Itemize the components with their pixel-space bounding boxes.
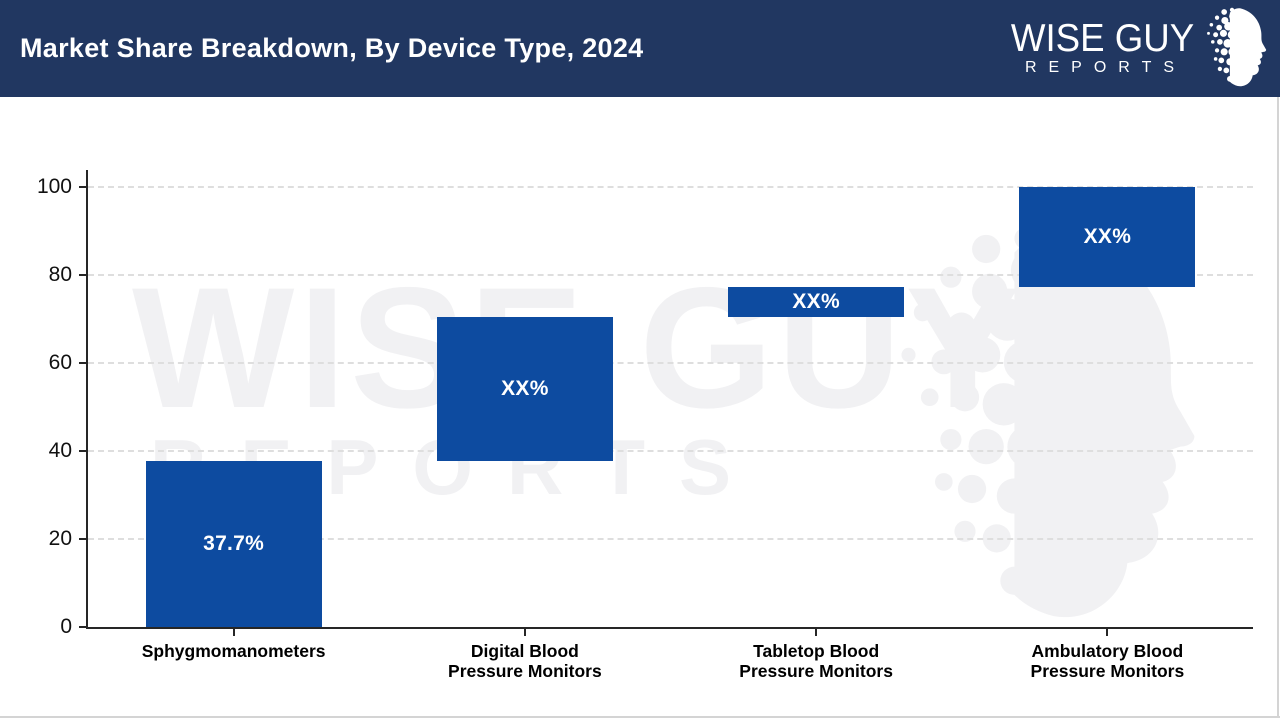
bar-2: XX% (436, 316, 613, 462)
gridline-y100 (88, 186, 1253, 188)
x-category-line: Tabletop Blood (753, 641, 880, 661)
right-border-line (1277, 97, 1279, 717)
y-tick-label-100: 100 (36, 175, 72, 198)
x-category-line: Pressure Monitors (1030, 661, 1185, 681)
x-tick-2 (523, 627, 526, 636)
gridline-y40 (88, 450, 1253, 452)
x-category-label-3: Tabletop Blood Pressure Monitors (671, 641, 961, 681)
x-tick-4 (1106, 627, 1109, 636)
chart-title: Market Share Breakdown, By Device Type, … (20, 33, 644, 63)
y-tick-80 (79, 274, 88, 276)
x-axis-line (86, 627, 1253, 629)
x-tick-3 (815, 627, 818, 636)
y-tick-60 (79, 362, 88, 364)
x-tick-1 (232, 627, 235, 636)
y-tick-20 (79, 538, 88, 540)
bar-4: XX% (1019, 187, 1196, 288)
x-category-label-2: Digital Blood Pressure Monitors (380, 641, 670, 681)
x-category-line: Pressure Monitors (448, 661, 602, 681)
logo-text: WISE GUY REPORTS (1005, 17, 1200, 77)
bar-value-label-4: XX% (1083, 225, 1132, 249)
y-tick-100 (79, 186, 88, 188)
gridline-y60 (88, 362, 1253, 364)
bar-1: 37.7% (145, 461, 322, 627)
y-tick-label-0: 0 (60, 615, 72, 638)
bar-value-label-3: XX% (792, 290, 840, 314)
bottom-border-line (0, 716, 1280, 718)
x-category-line: Sphygmomanometers (141, 641, 326, 661)
header-bar: Market Share Breakdown, By Device Type, … (0, 0, 1280, 97)
logo-name: WISE GUY (1010, 17, 1195, 60)
gridline-y20 (88, 538, 1253, 540)
gridline-y80 (88, 274, 1253, 276)
y-tick-0 (79, 626, 88, 628)
x-category-line: Digital Blood (470, 641, 579, 661)
bar-3: XX% (728, 287, 905, 317)
y-tick-label-40: 40 (48, 439, 72, 462)
y-tick-40 (79, 450, 88, 452)
x-category-label-4: Ambulatory Blood Pressure Monitors (962, 641, 1252, 681)
bar-value-label-1: 37.7% (203, 532, 265, 556)
y-tick-label-60: 60 (48, 351, 72, 374)
x-category-line: Ambulatory Blood (1031, 641, 1184, 661)
bar-value-label-2: XX% (501, 376, 549, 400)
x-category-line: Pressure Monitors (739, 661, 893, 681)
x-category-label-1: Sphygmomanometers (89, 641, 379, 661)
logo-tagline: REPORTS (1024, 59, 1187, 76)
y-axis-line (86, 170, 88, 629)
y-tick-label-80: 80 (48, 263, 72, 286)
wise-guy-logo: WISE GUY REPORTS (1005, 7, 1270, 91)
wise-guy-head-icon (1194, 7, 1270, 91)
y-tick-label-20: 20 (48, 527, 72, 550)
